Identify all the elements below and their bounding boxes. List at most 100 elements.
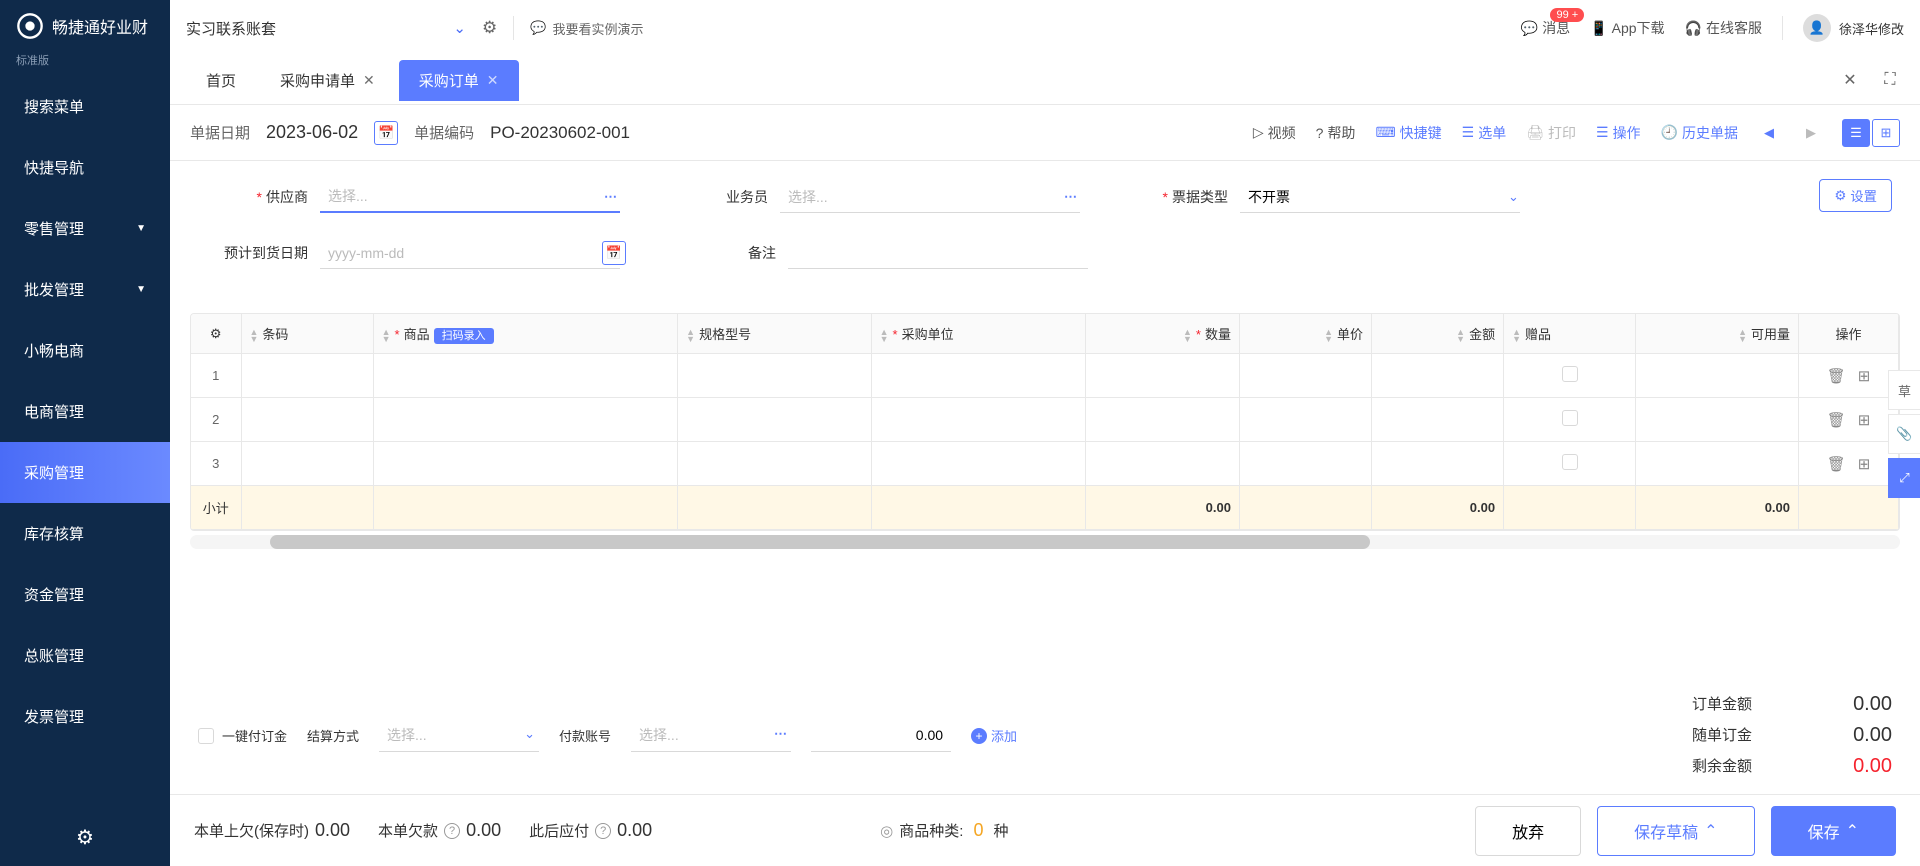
deposit-checkbox[interactable]: [198, 728, 214, 744]
sidebar-item[interactable]: 采购管理: [0, 442, 170, 503]
sidebar-item[interactable]: 电商管理: [0, 381, 170, 442]
col-product[interactable]: ▲▼*商品扫码录入: [373, 314, 678, 354]
float-draft-icon[interactable]: 草: [1888, 370, 1920, 410]
select-action[interactable]: ☰ 选单: [1462, 123, 1507, 143]
salesman-input[interactable]: [780, 181, 1080, 213]
gift-checkbox[interactable]: [1562, 366, 1578, 382]
method-input[interactable]: [379, 720, 539, 752]
print-action[interactable]: 🖨 打印: [1526, 123, 1576, 143]
gift-checkbox[interactable]: [1562, 454, 1578, 470]
save-button[interactable]: 保存 ⌃: [1771, 806, 1896, 856]
help-icon[interactable]: ?: [595, 823, 611, 839]
help-icon[interactable]: ?: [444, 823, 460, 839]
shortcut-action[interactable]: ⌨ 快捷键: [1375, 123, 1441, 143]
add-payment-button[interactable]: + 添加: [971, 726, 1017, 745]
user-name: 徐泽华修改: [1839, 19, 1904, 38]
footer-bar: 本单上欠(保存时) 0.00 本单欠款? 0.00 此后应付? 0.00 ◎ 商…: [170, 794, 1920, 866]
tab[interactable]: 首页: [186, 60, 256, 101]
invoice-input[interactable]: [1240, 181, 1520, 213]
col-amount[interactable]: ▲▼金额: [1372, 314, 1504, 354]
arrival-date-input[interactable]: [320, 237, 620, 269]
help-action[interactable]: ? 帮助: [1316, 123, 1356, 143]
support-link[interactable]: 🎧 在线客服: [1685, 18, 1762, 38]
code-label: 单据编码: [414, 122, 474, 143]
calendar-icon[interactable]: 📅: [374, 121, 398, 145]
account-input[interactable]: [631, 720, 791, 752]
message-badge: 99 +: [1550, 8, 1584, 22]
close-icon[interactable]: ✕: [487, 72, 499, 89]
col-gear[interactable]: ⚙: [191, 314, 241, 354]
col-barcode[interactable]: ▲▼条码: [241, 314, 373, 354]
col-qty[interactable]: ▲▼*数量: [1086, 314, 1239, 354]
float-expand-icon[interactable]: ⤢: [1888, 458, 1920, 498]
table-row[interactable]: 2🗑⊞: [191, 398, 1899, 442]
tab[interactable]: 采购订单✕: [399, 60, 519, 101]
scan-badge[interactable]: 扫码录入: [434, 328, 494, 344]
save-draft-button[interactable]: 保存草稿 ⌃: [1597, 806, 1754, 856]
supplier-input[interactable]: [320, 181, 620, 213]
demo-link[interactable]: 💬 我要看实例演示: [530, 19, 643, 38]
tab[interactable]: 采购申请单✕: [260, 60, 395, 101]
remain-total-value: 0.00: [1853, 755, 1892, 778]
user-menu[interactable]: 👤 徐泽华修改: [1803, 14, 1904, 42]
list-view-icon[interactable]: ☰: [1842, 119, 1870, 147]
form-settings-button[interactable]: ⚙ 设置: [1819, 179, 1892, 212]
plus-icon: +: [971, 728, 987, 744]
date-value: 2023-06-02: [266, 122, 358, 143]
chevron-down-icon[interactable]: ⌄: [524, 726, 535, 742]
sidebar-item[interactable]: 快捷导航: [0, 137, 170, 198]
close-all-tabs-icon[interactable]: ✕: [1836, 66, 1864, 94]
chevron-down-icon[interactable]: ⌄: [1508, 189, 1519, 205]
account-selector[interactable]: 实习联系账套 ⌄: [186, 18, 466, 39]
account-amount-input[interactable]: [811, 720, 951, 752]
grid-view-icon[interactable]: ⊞: [1872, 119, 1900, 147]
calendar-icon[interactable]: 📅: [602, 241, 626, 265]
settings-gear-icon[interactable]: ⚙: [76, 827, 94, 849]
gift-checkbox[interactable]: [1562, 410, 1578, 426]
col-avail[interactable]: ▲▼可用量: [1636, 314, 1799, 354]
sidebar-item[interactable]: 库存核算: [0, 503, 170, 564]
col-gift[interactable]: ▲▼赠品: [1504, 314, 1636, 354]
account-lookup-icon[interactable]: ⋯: [774, 726, 787, 742]
sidebar-item[interactable]: 资金管理: [0, 564, 170, 625]
salesman-lookup-icon[interactable]: ⋯: [1064, 189, 1078, 205]
delete-row-icon[interactable]: 🗑: [1827, 456, 1846, 473]
speech-icon: 💬: [530, 20, 546, 36]
discard-button[interactable]: 放弃: [1475, 806, 1581, 856]
col-spec[interactable]: ▲▼规格型号: [678, 314, 871, 354]
fullscreen-icon[interactable]: ⛶: [1876, 66, 1904, 94]
video-action[interactable]: ▷ 视频: [1253, 123, 1296, 143]
delete-row-icon[interactable]: 🗑: [1827, 368, 1846, 385]
delete-row-icon[interactable]: 🗑: [1827, 412, 1846, 429]
next-doc-icon[interactable]: ▶: [1800, 122, 1822, 144]
headset-icon: 🎧: [1685, 20, 1702, 37]
deposit-total-label: 随单订金: [1692, 724, 1752, 747]
supplier-lookup-icon[interactable]: ⋯: [604, 189, 618, 205]
col-price[interactable]: ▲▼单价: [1239, 314, 1371, 354]
history-action[interactable]: 🕘 历史单据: [1661, 123, 1738, 143]
sidebar-item[interactable]: 总账管理: [0, 625, 170, 686]
horizontal-scrollbar[interactable]: [190, 535, 1900, 549]
col-unit[interactable]: ▲▼*采购单位: [871, 314, 1086, 354]
copy-row-icon[interactable]: ⊞: [1858, 412, 1871, 429]
sidebar-item[interactable]: 小畅电商: [0, 320, 170, 381]
app-download-link[interactable]: 📱 App下载: [1590, 18, 1664, 38]
close-icon[interactable]: ✕: [363, 72, 375, 89]
sidebar-item[interactable]: 搜索菜单: [0, 76, 170, 137]
float-attach-icon[interactable]: 📎: [1888, 414, 1920, 454]
copy-row-icon[interactable]: ⊞: [1858, 368, 1871, 385]
account-gear-icon[interactable]: ⚙: [482, 18, 497, 38]
table-row[interactable]: 3🗑⊞: [191, 442, 1899, 486]
order-total-value: 0.00: [1853, 693, 1892, 716]
operate-action[interactable]: ☰ 操作: [1596, 123, 1641, 143]
prev-doc-icon[interactable]: ◀: [1758, 122, 1780, 144]
last-owe-label: 本单上欠(保存时): [194, 820, 309, 841]
sidebar-item[interactable]: 发票管理: [0, 686, 170, 747]
messages-link[interactable]: 💬 消息 99 +: [1521, 18, 1570, 38]
last-owe-value: 0.00: [315, 820, 350, 841]
remark-input[interactable]: [788, 237, 1088, 269]
table-row[interactable]: 1🗑⊞: [191, 354, 1899, 398]
sidebar-item[interactable]: 批发管理▼: [0, 259, 170, 320]
copy-row-icon[interactable]: ⊞: [1858, 456, 1871, 473]
sidebar-item[interactable]: 零售管理▼: [0, 198, 170, 259]
